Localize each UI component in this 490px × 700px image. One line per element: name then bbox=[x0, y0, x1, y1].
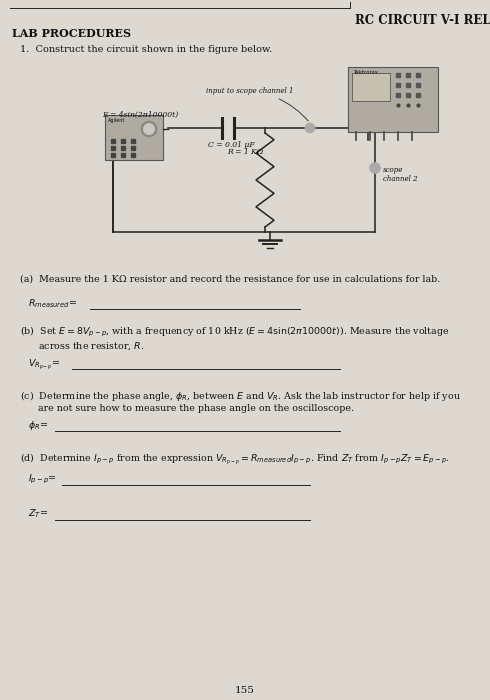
Circle shape bbox=[143, 123, 155, 135]
Text: scope
channel 2: scope channel 2 bbox=[383, 166, 417, 183]
Text: $I_{p-p}$=: $I_{p-p}$= bbox=[28, 473, 57, 486]
Bar bbox=[352, 73, 390, 101]
Text: input to scope channel 1: input to scope channel 1 bbox=[206, 87, 308, 121]
Text: Tektronix: Tektronix bbox=[353, 70, 378, 75]
Circle shape bbox=[141, 121, 157, 137]
Text: Agilent: Agilent bbox=[108, 118, 125, 123]
Text: E = 4sin(2π10000t): E = 4sin(2π10000t) bbox=[102, 111, 178, 119]
Text: $Z_T$=: $Z_T$= bbox=[28, 508, 48, 521]
Text: (b)  Set $E = 8V_{p-p}$, with a frequency of 10 kHz ($E = 4\sin(2\pi10000t)$). M: (b) Set $E = 8V_{p-p}$, with a frequency… bbox=[20, 325, 450, 352]
Text: $V_{R_{p-p}}$=: $V_{R_{p-p}}$= bbox=[28, 357, 60, 372]
Text: $R_{measured}$=: $R_{measured}$= bbox=[28, 297, 77, 309]
Circle shape bbox=[305, 123, 315, 133]
Text: $\phi_R$=: $\phi_R$= bbox=[28, 419, 48, 432]
Text: RC CIRCUIT V-I RELATIONSHIP: RC CIRCUIT V-I RELATIONSHIP bbox=[355, 14, 490, 27]
Text: LAB PROCEDURES: LAB PROCEDURES bbox=[12, 28, 131, 39]
Circle shape bbox=[369, 162, 381, 174]
Text: (a)  Measure the 1 KΩ resistor and record the resistance for use in calculations: (a) Measure the 1 KΩ resistor and record… bbox=[20, 275, 440, 284]
Bar bbox=[105, 115, 163, 160]
Text: R = 1 KΩ: R = 1 KΩ bbox=[227, 148, 263, 156]
Text: (c)  Determine the phase angle, $\phi_R$, between $E$ and $V_R$. Ask the lab ins: (c) Determine the phase angle, $\phi_R$,… bbox=[20, 389, 461, 414]
Bar bbox=[348, 67, 438, 132]
Text: (d)  Determine $I_{p-p}$ from the expression $V_{R_{p-p}} = R_{measured}I_{p-p}$: (d) Determine $I_{p-p}$ from the express… bbox=[20, 451, 450, 467]
Text: 155: 155 bbox=[235, 686, 255, 695]
Text: 1.  Construct the circuit shown in the figure below.: 1. Construct the circuit shown in the fi… bbox=[20, 45, 272, 54]
Text: C = 0.01 μF: C = 0.01 μF bbox=[208, 141, 255, 149]
